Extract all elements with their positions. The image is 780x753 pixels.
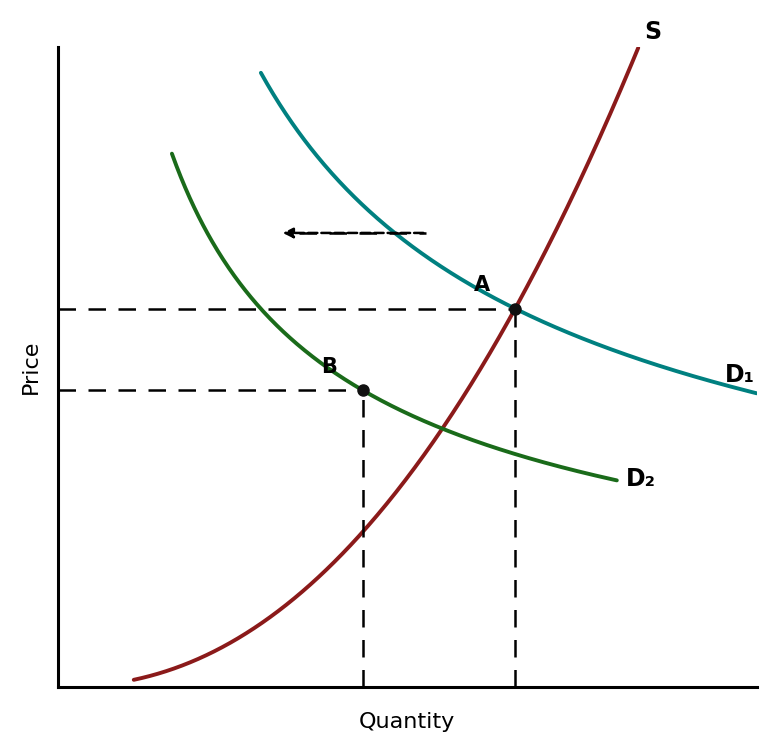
Text: D₁: D₁ <box>725 363 755 387</box>
Text: B: B <box>321 357 337 376</box>
Text: A: A <box>473 275 490 295</box>
Y-axis label: Price: Price <box>21 340 41 394</box>
Text: D₂: D₂ <box>626 467 656 491</box>
X-axis label: Quantity: Quantity <box>359 712 456 732</box>
Text: S: S <box>644 20 661 44</box>
